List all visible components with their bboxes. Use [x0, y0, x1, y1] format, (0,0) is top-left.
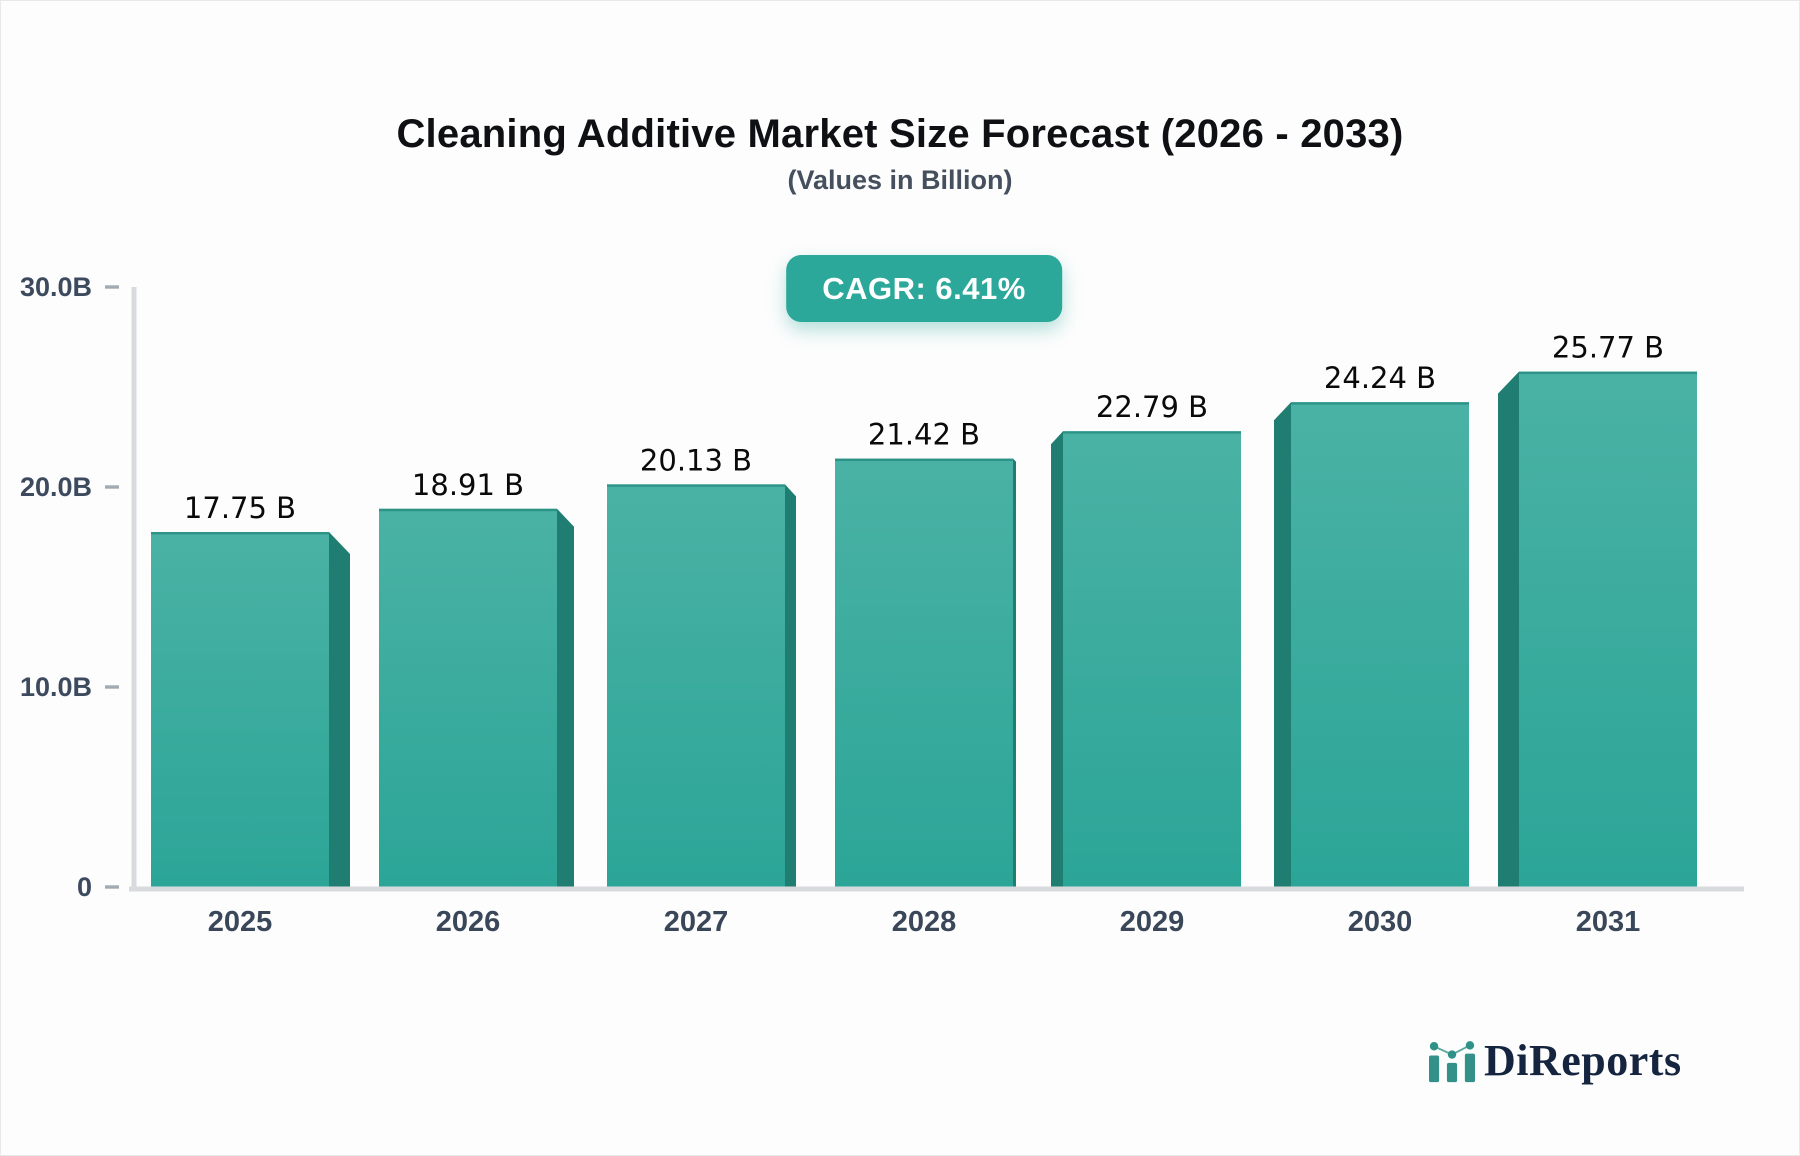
bar-2025 — [151, 532, 329, 887]
bar-2031 — [1519, 371, 1697, 888]
value-label-2025: 17.75 B — [184, 491, 296, 525]
chart-subtitle: (Values in Billion) — [787, 165, 1013, 195]
x-tick-label-2030: 2030 — [1348, 906, 1413, 938]
bar-side-2031 — [1498, 371, 1519, 888]
value-label-2026: 18.91 B — [412, 468, 524, 502]
bar-side-2026 — [557, 508, 574, 887]
page-title: Cleaning Additive Market Size Forecast (… — [396, 112, 1404, 156]
bar-side-2027 — [785, 484, 796, 887]
bar-2026 — [379, 508, 557, 887]
bar-2028 — [835, 458, 1013, 887]
bar-side-2028 — [1013, 458, 1016, 887]
y-tick-label-0: 0 — [77, 872, 92, 902]
cagr-badge: CAGR: 6.41% — [786, 255, 1062, 322]
bar-side-2029 — [1051, 431, 1063, 887]
x-tick-label-2029: 2029 — [1120, 906, 1185, 938]
bar-side-2025 — [329, 532, 350, 887]
value-label-2029: 22.79 B — [1096, 390, 1208, 424]
x-tick-label-2028: 2028 — [892, 906, 957, 938]
x-tick-label-2027: 2027 — [664, 906, 729, 938]
x-tick-label-2025: 2025 — [208, 906, 273, 938]
x-tick-label-2026: 2026 — [436, 906, 501, 938]
brand-logo: DiReports — [1429, 1039, 1682, 1083]
bar-side-2030 — [1274, 402, 1291, 887]
bar-2027 — [607, 484, 785, 887]
value-label-2030: 24.24 B — [1324, 361, 1436, 395]
y-tick-label-10.0B: 10.0B — [20, 672, 92, 702]
brand-name: DiReports — [1484, 1036, 1682, 1085]
x-tick-label-2031: 2031 — [1576, 906, 1641, 938]
bar-2029 — [1063, 431, 1241, 887]
value-label-2028: 21.42 B — [868, 418, 980, 452]
bar-2030 — [1291, 402, 1469, 887]
y-tick-label-20.0B: 20.0B — [20, 472, 92, 502]
y-tick-label-30.0B: 30.0B — [20, 272, 92, 302]
value-label-2031: 25.77 B — [1552, 331, 1664, 365]
value-label-2027: 20.13 B — [640, 443, 752, 477]
mini-bar-chart-icon — [1429, 1041, 1475, 1083]
